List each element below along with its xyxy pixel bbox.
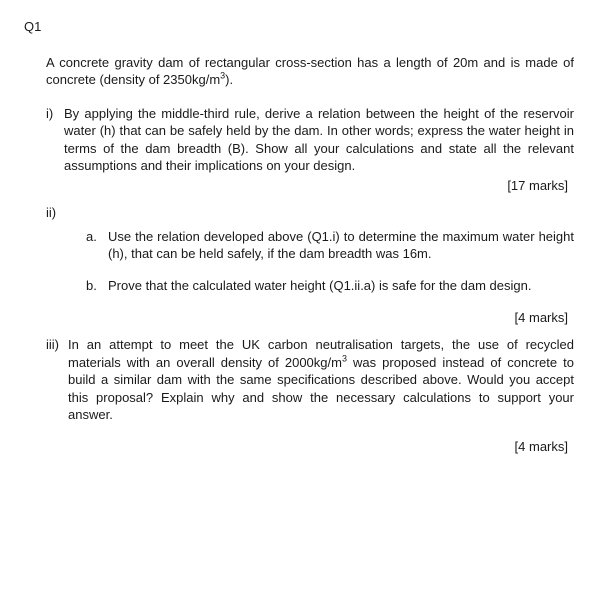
part-ii-b: b. Prove that the calculated water heigh… [86,277,574,295]
part-iii-marks: [4 marks] [46,438,568,456]
part-i-body: By applying the middle-third rule, deriv… [64,105,574,175]
part-iii-body: In an attempt to meet the UK carbon neut… [68,336,574,424]
part-i: i) By applying the middle-third rule, de… [46,105,574,195]
part-ii-b-letter: b. [86,277,108,295]
part-i-marks: [17 marks] [46,177,568,195]
part-ii-marks: [4 marks] [46,309,568,327]
intro-text-before: A concrete gravity dam of rectangular cr… [46,55,574,88]
part-i-number: i) [46,105,64,123]
part-ii-a-body: Use the relation developed above (Q1.i) … [108,228,574,263]
part-iii-number: iii) [46,336,68,354]
part-ii-a-letter: a. [86,228,108,246]
intro-paragraph: A concrete gravity dam of rectangular cr… [46,54,574,89]
part-iii: iii) In an attempt to meet the UK carbon… [46,336,574,455]
part-ii-b-body: Prove that the calculated water height (… [108,277,574,295]
question-label: Q1 [24,18,574,36]
part-ii-a: a. Use the relation developed above (Q1.… [86,228,574,263]
part-ii-sublist: a. Use the relation developed above (Q1.… [86,228,574,295]
part-ii: ii) a. Use the relation developed above … [46,204,574,326]
part-ii-number: ii) [46,204,64,222]
intro-text-after: ). [225,72,233,87]
